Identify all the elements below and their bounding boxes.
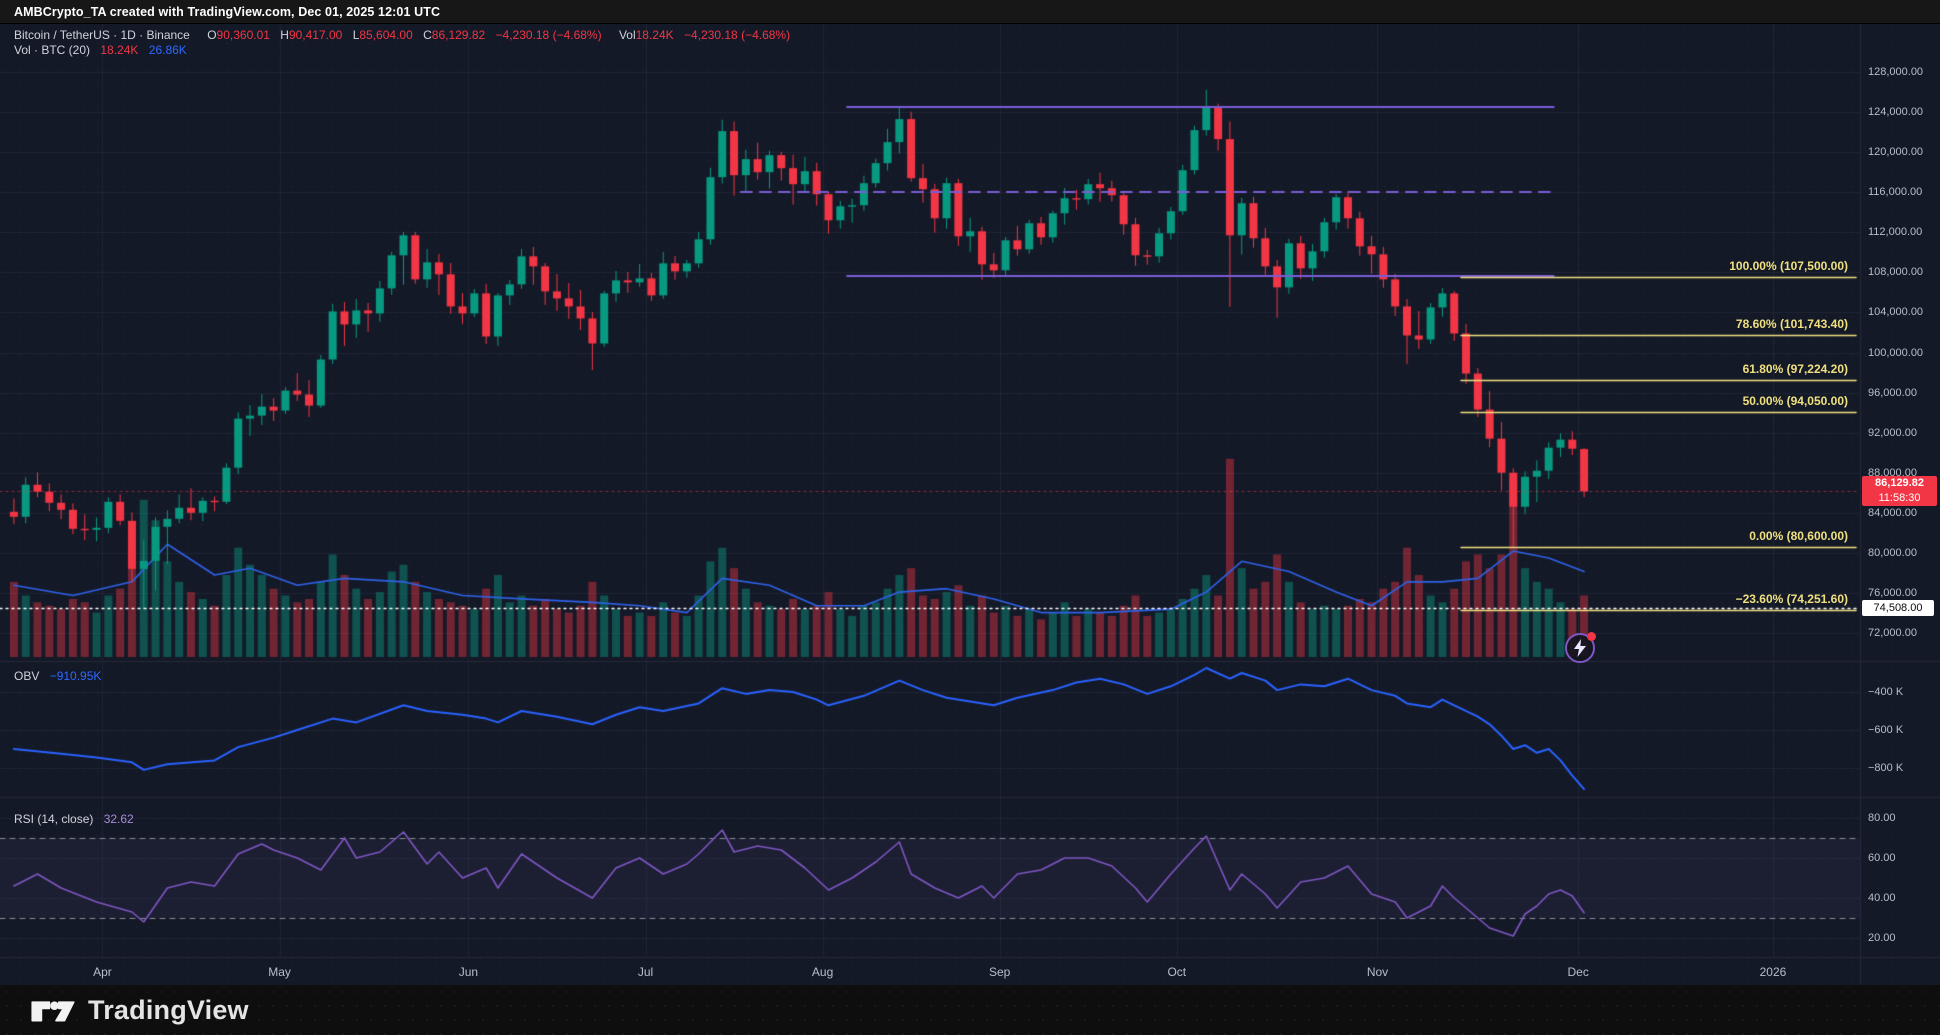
volume-change-value: −4,230.18 (−4.68%): [684, 28, 791, 42]
rsi-legend: RSI (14, close) 32.62: [14, 812, 134, 826]
price-tick-label: 108,000.00: [1868, 266, 1924, 279]
time-tick-label: Apr: [93, 965, 112, 979]
price-tick-label: 88,000.00: [1868, 466, 1917, 479]
volume-ma-value: 26.86K: [148, 43, 187, 57]
rsi-tick-label: 40.00: [1868, 892, 1896, 904]
price-tick-label: 100,000.00: [1868, 346, 1924, 359]
price-tick-label: 128,000.00: [1868, 66, 1924, 78]
time-tick-label: Dec: [1567, 965, 1589, 979]
attribution-bar: AMBCrypto_TA created with TradingView.co…: [0, 0, 1940, 24]
high-value: 90,417.00: [288, 28, 343, 42]
price-tick-label: 72,000.00: [1868, 627, 1917, 639]
time-tick-label: 2026: [1759, 965, 1787, 979]
fib-level-label: −23.60% (74,251.60): [1735, 592, 1848, 607]
time-tick-label: Nov: [1366, 965, 1389, 979]
rsi-value: 32.62: [103, 812, 134, 826]
tradingview-brand-name: TradingView: [88, 994, 249, 1025]
rsi-tick-label: 60.00: [1868, 852, 1896, 864]
time-axis[interactable]: Apr May Jun Jul Aug Sep Oct Nov Dec 2026: [0, 958, 1860, 984]
rsi-tick-label: 80.00: [1868, 812, 1896, 824]
high-label: H: [280, 28, 289, 42]
bar-countdown: 11:58:30: [1878, 492, 1921, 505]
low-label: L: [352, 28, 360, 42]
tradingview-logo-icon: [31, 1001, 75, 1022]
chart-area[interactable]: Bitcoin / TetherUS · 1D · Binance O90,36…: [0, 24, 1940, 985]
volume-indicator-legend: Vol · BTC (20) 18.24K 26.86K: [14, 43, 187, 57]
close-value: 86,129.82: [431, 28, 486, 42]
fib-level-label: 0.00% (80,600.00): [1749, 528, 1848, 543]
price-tick-label: 104,000.00: [1868, 306, 1924, 319]
price-tick-label: 116,000.00: [1868, 186, 1923, 199]
price-tick-label: 120,000.00: [1868, 146, 1924, 159]
price-scale-ticks: 128,000.00 124,000.00 120,000.00 116,000.00…: [1860, 24, 1940, 985]
fib-level-label: 100.00% (107,500.00): [1729, 259, 1848, 274]
open-label: O: [207, 28, 217, 42]
close-label: C: [423, 28, 432, 42]
symbol-legend: Bitcoin / TetherUS · 1D · Binance O90,36…: [14, 28, 790, 42]
obv-tick-label: −400 K: [1868, 686, 1904, 698]
volume-value: 18.24K: [635, 28, 674, 42]
volume-label: Vol: [618, 28, 636, 42]
last-price-badge: 86,129.82 11:58:30: [1862, 476, 1937, 507]
instant-trading-lightning-icon[interactable]: [1565, 632, 1597, 663]
obv-value: −910.95K: [49, 669, 102, 683]
rsi-tick-label: 20.00: [1868, 932, 1896, 944]
time-tick-label: Jul: [637, 965, 654, 979]
level-price-badge: 74,508.00: [1862, 599, 1934, 616]
lightning-bolt-icon: [1574, 639, 1587, 657]
obv-tick-label: −800 K: [1868, 762, 1904, 774]
footer-bar: TradingView: [0, 985, 1940, 1035]
price-tick-label: 76,000.00: [1868, 586, 1917, 599]
volume-indicator-current: 18.24K: [100, 43, 139, 57]
time-tick-label: Sep: [989, 965, 1011, 979]
price-tick-label: 112,000.00: [1868, 226, 1923, 239]
obv-tick-label: −600 K: [1868, 724, 1904, 736]
open-value: 90,360.01: [216, 28, 270, 42]
price-scale[interactable]: USDT 128,000.00124,000.00120,000.00116,0…: [1860, 24, 1940, 985]
symbol-title[interactable]: Bitcoin / TetherUS · 1D · Binance: [14, 28, 190, 42]
price-tick-label: 92,000.00: [1868, 426, 1917, 439]
price-tick-label: 96,000.00: [1868, 386, 1917, 399]
time-tick-label: Oct: [1167, 965, 1187, 979]
time-tick-label: May: [268, 965, 291, 979]
fib-level-label: 50.00% (94,050.00): [1742, 394, 1848, 409]
price-tick-label: 80,000.00: [1868, 546, 1917, 559]
obv-legend: OBV −910.95K: [14, 669, 101, 683]
attribution-text: AMBCrypto_TA created with TradingView.co…: [14, 4, 441, 19]
change-value: −4,230.18 (−4.68%): [495, 28, 602, 42]
price-tick-label: 124,000.00: [1868, 106, 1924, 119]
fib-level-label: 61.80% (97,224.20): [1742, 362, 1848, 377]
low-value: 85,604.00: [359, 28, 413, 42]
fib-level-label: 78.60% (101,743.40): [1735, 317, 1848, 332]
last-price-value: 86,129.82: [1875, 477, 1924, 490]
notification-dot: [1587, 632, 1597, 641]
tradingview-logo[interactable]: TradingView: [30, 995, 249, 1026]
price-tick-label: 84,000.00: [1868, 506, 1917, 519]
rsi-label[interactable]: RSI (14, close): [14, 812, 94, 826]
volume-indicator-name[interactable]: Vol · BTC (20): [14, 43, 91, 57]
time-tick-label: Aug: [811, 965, 834, 979]
obv-label[interactable]: OBV: [14, 669, 40, 683]
chart-canvas[interactable]: [0, 24, 1940, 985]
time-tick-label: Jun: [458, 965, 479, 979]
